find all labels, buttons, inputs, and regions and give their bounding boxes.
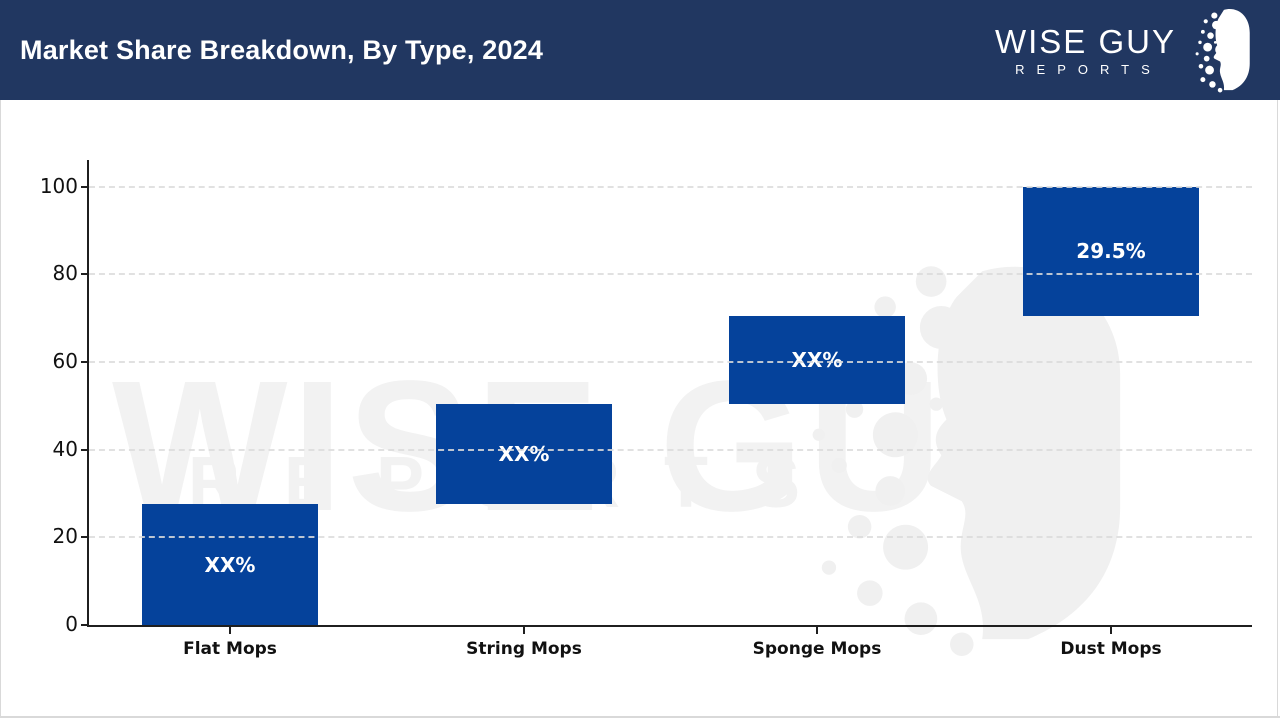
brand-name: WISE GUY xyxy=(994,22,1176,60)
y-tick-label: 40 xyxy=(52,436,78,461)
bar-value-label: 29.5% xyxy=(1076,239,1146,264)
x-tick-mark xyxy=(816,625,818,634)
page-border-right xyxy=(1277,100,1278,716)
y-tick-mark xyxy=(81,273,89,276)
y-tick-label: 100 xyxy=(39,173,78,198)
y-tick-mark xyxy=(81,536,89,539)
bar-value-label: XX% xyxy=(791,347,843,372)
gridline-60 xyxy=(89,360,1252,363)
bar-sponge-mops: XX% xyxy=(729,315,905,404)
page-border-left xyxy=(0,100,1,716)
bar-string-mops: XX% xyxy=(436,403,612,505)
gridline-20 xyxy=(89,536,1252,539)
x-axis-category-label: Sponge Mops xyxy=(752,639,882,659)
y-tick-mark xyxy=(81,185,89,188)
y-tick-label: 80 xyxy=(52,261,78,286)
brand-logo-text: WISE GUY REPORTS xyxy=(995,25,1176,76)
page-title: Market Share Breakdown, By Type, 2024 xyxy=(20,34,544,65)
face-dots-logo-icon xyxy=(1195,8,1250,93)
y-tick-mark xyxy=(81,624,89,626)
bar-value-label: XX% xyxy=(204,552,256,577)
bar-value-label: XX% xyxy=(498,441,550,466)
gridline-40 xyxy=(89,448,1252,451)
gridline-100 xyxy=(89,185,1252,188)
y-tick-label: 60 xyxy=(52,348,78,373)
x-axis-category-label: String Mops xyxy=(466,639,582,659)
y-tick-mark xyxy=(81,448,89,451)
y-tick-mark xyxy=(81,360,89,363)
header-bar: Market Share Breakdown, By Type, 2024 WI… xyxy=(0,0,1280,100)
y-axis-spine xyxy=(87,160,89,627)
bar-flat-mops: XX% xyxy=(142,504,318,625)
x-axis-spine xyxy=(87,625,1252,627)
y-tick-label: 0 xyxy=(65,612,78,636)
x-axis-category-label: Flat Mops xyxy=(183,639,277,659)
page-border-bottom xyxy=(0,716,1280,718)
brand-subtitle: REPORTS xyxy=(1015,61,1162,77)
y-tick-label: 20 xyxy=(52,524,78,549)
gridline-80 xyxy=(89,273,1252,276)
x-tick-mark xyxy=(523,625,525,634)
brand-logo: WISE GUY REPORTS xyxy=(995,6,1266,94)
x-axis-category-label: Dust Mops xyxy=(1060,639,1162,659)
bar-dust-mops: 29.5% xyxy=(1023,186,1199,316)
x-tick-mark xyxy=(229,625,231,634)
